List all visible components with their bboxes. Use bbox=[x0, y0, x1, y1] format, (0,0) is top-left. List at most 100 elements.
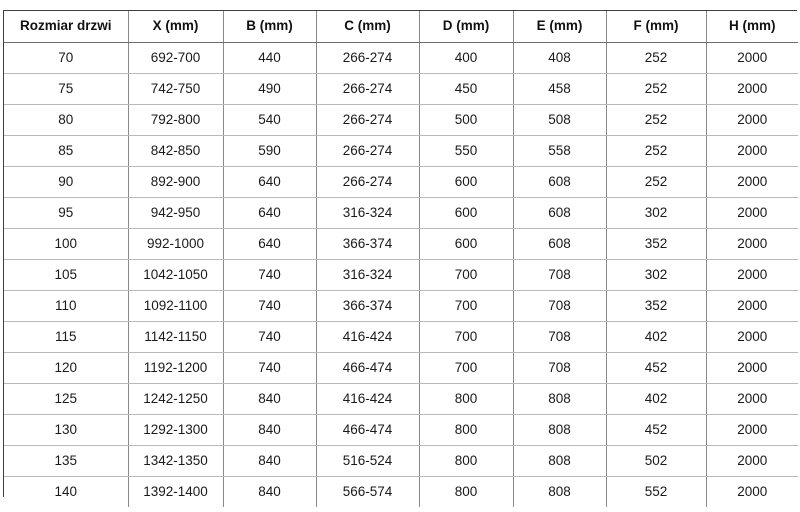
table-row: 125 1242-1250 840 416-424 800 808 402 2000 bbox=[4, 383, 798, 415]
cell-x: 792-800 bbox=[127, 104, 224, 136]
table-row: 75 742-750 490 266-274 450 458 252 2000 bbox=[4, 73, 798, 105]
table-row: 120 1192-1200 740 466-474 700 708 452 2000 bbox=[4, 352, 798, 384]
cell-d: 800 bbox=[418, 414, 514, 446]
cell-e: 808 bbox=[512, 476, 607, 507]
table-row: 115 1142-1150 740 416-424 700 708 402 2000 bbox=[4, 321, 798, 353]
cell-h: 2000 bbox=[705, 414, 798, 446]
cell-b: 640 bbox=[222, 197, 317, 229]
cell-e: 608 bbox=[512, 166, 607, 198]
cell-b: 590 bbox=[222, 135, 317, 167]
cell-h: 2000 bbox=[705, 228, 798, 260]
door-size-specification-table: Rozmiar drzwi X (mm) B (mm) C (mm) D (mm… bbox=[4, 11, 798, 507]
cell-c: 366-374 bbox=[315, 290, 420, 322]
cell-f: 352 bbox=[605, 290, 707, 322]
cell-b: 840 bbox=[222, 476, 317, 507]
cell-e: 708 bbox=[512, 259, 607, 291]
cell-f: 252 bbox=[605, 73, 707, 105]
cell-f: 352 bbox=[605, 228, 707, 260]
column-header-h: H (mm) bbox=[705, 11, 798, 43]
cell-x: 942-950 bbox=[127, 197, 224, 229]
cell-rozmiar-drzwi: 105 bbox=[4, 259, 129, 291]
cell-x: 1342-1350 bbox=[127, 445, 224, 477]
cell-d: 550 bbox=[418, 135, 514, 167]
cell-rozmiar-drzwi: 90 bbox=[4, 166, 129, 198]
cell-x: 1392-1400 bbox=[127, 476, 224, 507]
cell-h: 2000 bbox=[705, 104, 798, 136]
table-row: 90 892-900 640 266-274 600 608 252 2000 bbox=[4, 166, 798, 198]
cell-f: 252 bbox=[605, 135, 707, 167]
cell-b: 490 bbox=[222, 73, 317, 105]
table-row: 85 842-850 590 266-274 550 558 252 2000 bbox=[4, 135, 798, 167]
cell-c: 516-524 bbox=[315, 445, 420, 477]
cell-x: 692-700 bbox=[127, 42, 224, 74]
cell-h: 2000 bbox=[705, 290, 798, 322]
column-header-e: E (mm) bbox=[512, 11, 607, 43]
cell-e: 608 bbox=[512, 228, 607, 260]
cell-f: 402 bbox=[605, 383, 707, 415]
cell-x: 1242-1250 bbox=[127, 383, 224, 415]
cell-h: 2000 bbox=[705, 445, 798, 477]
cell-d: 700 bbox=[418, 290, 514, 322]
cell-c: 466-474 bbox=[315, 414, 420, 446]
table-row: 105 1042-1050 740 316-324 700 708 302 2000 bbox=[4, 259, 798, 291]
cell-b: 440 bbox=[222, 42, 317, 74]
cell-h: 2000 bbox=[705, 42, 798, 74]
spec-table-container: Rozmiar drzwi X (mm) B (mm) C (mm) D (mm… bbox=[3, 10, 798, 507]
cell-b: 740 bbox=[222, 290, 317, 322]
cell-e: 708 bbox=[512, 321, 607, 353]
cell-h: 2000 bbox=[705, 197, 798, 229]
cell-d: 800 bbox=[418, 383, 514, 415]
cell-e: 408 bbox=[512, 42, 607, 74]
cell-f: 552 bbox=[605, 476, 707, 507]
cell-f: 302 bbox=[605, 197, 707, 229]
cell-f: 252 bbox=[605, 166, 707, 198]
cell-e: 808 bbox=[512, 414, 607, 446]
cell-d: 400 bbox=[418, 42, 514, 74]
column-header-rozmiar-drzwi: Rozmiar drzwi bbox=[4, 11, 129, 43]
cell-d: 800 bbox=[418, 476, 514, 507]
cell-f: 452 bbox=[605, 414, 707, 446]
cell-b: 540 bbox=[222, 104, 317, 136]
cell-c: 566-574 bbox=[315, 476, 420, 507]
cell-x: 842-850 bbox=[127, 135, 224, 167]
cell-f: 252 bbox=[605, 104, 707, 136]
cell-d: 600 bbox=[418, 166, 514, 198]
cell-h: 2000 bbox=[705, 352, 798, 384]
cell-x: 892-900 bbox=[127, 166, 224, 198]
cell-e: 708 bbox=[512, 290, 607, 322]
cell-rozmiar-drzwi: 110 bbox=[4, 290, 129, 322]
cell-rozmiar-drzwi: 125 bbox=[4, 383, 129, 415]
column-header-f: F (mm) bbox=[605, 11, 707, 43]
table-row: 110 1092-1100 740 366-374 700 708 352 2000 bbox=[4, 290, 798, 322]
table-row: 140 1392-1400 840 566-574 800 808 552 2000 bbox=[4, 476, 798, 507]
cell-d: 700 bbox=[418, 352, 514, 384]
cell-c: 416-424 bbox=[315, 383, 420, 415]
cell-h: 2000 bbox=[705, 135, 798, 167]
cell-rozmiar-drzwi: 100 bbox=[4, 228, 129, 260]
cell-e: 808 bbox=[512, 445, 607, 477]
cell-f: 252 bbox=[605, 42, 707, 74]
cell-rozmiar-drzwi: 115 bbox=[4, 321, 129, 353]
table-row: 80 792-800 540 266-274 500 508 252 2000 bbox=[4, 104, 798, 136]
table-row: 70 692-700 440 266-274 400 408 252 2000 bbox=[4, 42, 798, 74]
cell-x: 992-1000 bbox=[127, 228, 224, 260]
cell-f: 452 bbox=[605, 352, 707, 384]
cell-b: 840 bbox=[222, 445, 317, 477]
cell-d: 700 bbox=[418, 321, 514, 353]
cell-x: 1042-1050 bbox=[127, 259, 224, 291]
cell-b: 840 bbox=[222, 414, 317, 446]
cell-x: 1142-1150 bbox=[127, 321, 224, 353]
cell-h: 2000 bbox=[705, 73, 798, 105]
cell-e: 608 bbox=[512, 197, 607, 229]
column-header-c: C (mm) bbox=[315, 11, 420, 43]
cell-b: 840 bbox=[222, 383, 317, 415]
cell-e: 558 bbox=[512, 135, 607, 167]
cell-c: 266-274 bbox=[315, 166, 420, 198]
cell-c: 266-274 bbox=[315, 42, 420, 74]
cell-x: 742-750 bbox=[127, 73, 224, 105]
table-row: 100 992-1000 640 366-374 600 608 352 2000 bbox=[4, 228, 798, 260]
table-header: Rozmiar drzwi X (mm) B (mm) C (mm) D (mm… bbox=[4, 11, 798, 43]
cell-rozmiar-drzwi: 135 bbox=[4, 445, 129, 477]
column-header-d: D (mm) bbox=[418, 11, 514, 43]
cell-f: 502 bbox=[605, 445, 707, 477]
